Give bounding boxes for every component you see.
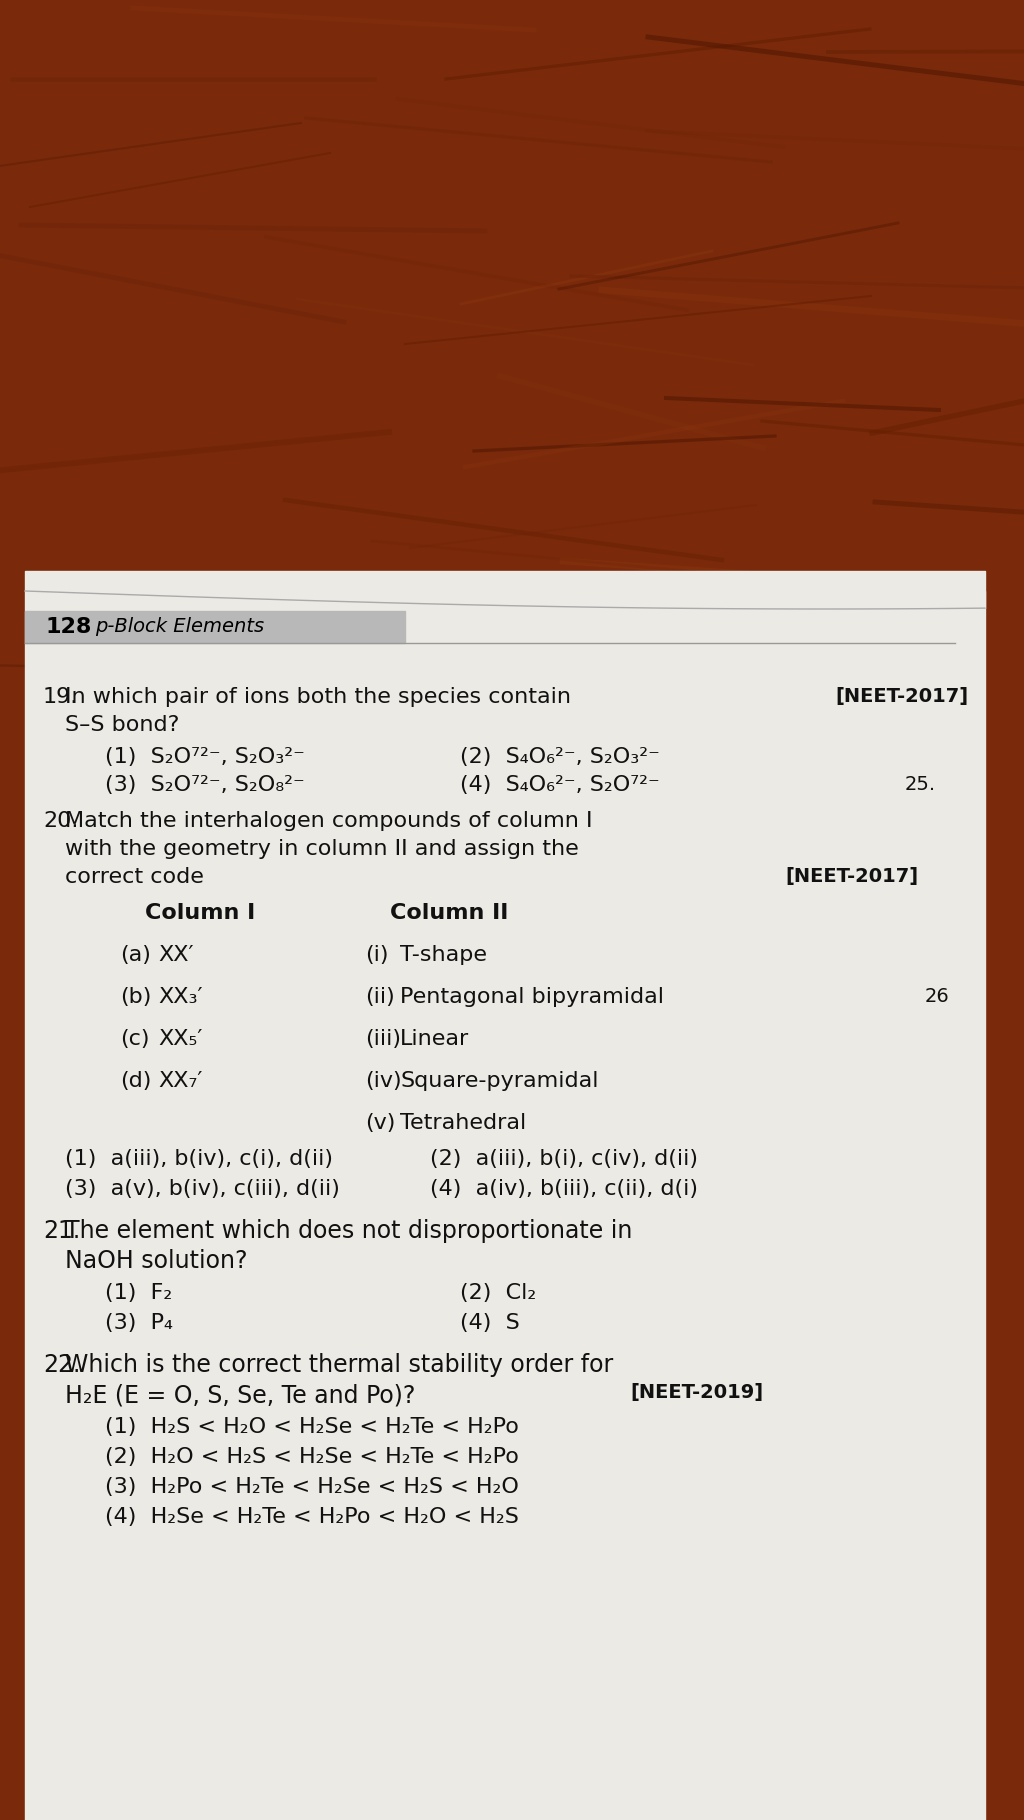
Text: (1)  F₂: (1) F₂ <box>105 1283 172 1303</box>
Text: (c): (c) <box>120 1028 150 1048</box>
Text: (ii): (ii) <box>365 986 394 1006</box>
Text: Column I: Column I <box>145 903 255 923</box>
Text: XX₇′: XX₇′ <box>158 1070 203 1090</box>
Bar <box>25 612 406 642</box>
Text: 20.: 20. <box>43 812 79 832</box>
Text: (1)  H₂S < H₂O < H₂Se < H₂Te < H₂Po: (1) H₂S < H₂O < H₂Se < H₂Te < H₂Po <box>105 1418 519 1438</box>
Text: (d): (d) <box>120 1070 152 1090</box>
Text: XX₃′: XX₃′ <box>158 986 203 1006</box>
Text: (1)  S₂O⁷²⁻, S₂O₃²⁻: (1) S₂O⁷²⁻, S₂O₃²⁻ <box>105 746 305 766</box>
Text: (4)  S₄O₆²⁻, S₂O⁷²⁻: (4) S₄O₆²⁻, S₂O⁷²⁻ <box>460 775 659 795</box>
Text: Square-pyramidal: Square-pyramidal <box>400 1070 598 1090</box>
Text: (2)  S₄O₆²⁻, S₂O₃²⁻: (2) S₄O₆²⁻, S₂O₃²⁻ <box>460 746 659 766</box>
Text: [NEET-2017]: [NEET-2017] <box>835 686 968 706</box>
Text: (2)  Cl₂: (2) Cl₂ <box>460 1283 537 1303</box>
Bar <box>25 592 985 1820</box>
Text: (2)  a(iii), b(i), c(iv), d(ii): (2) a(iii), b(i), c(iv), d(ii) <box>430 1148 698 1168</box>
Text: (4)  S: (4) S <box>460 1312 520 1332</box>
Text: XX′: XX′ <box>158 945 194 965</box>
Text: (3)  S₂O⁷²⁻, S₂O₈²⁻: (3) S₂O⁷²⁻, S₂O₈²⁻ <box>105 775 305 795</box>
Text: (i): (i) <box>365 945 388 965</box>
Text: 128: 128 <box>45 617 91 637</box>
Text: (a): (a) <box>120 945 151 965</box>
Text: T-shape: T-shape <box>400 945 487 965</box>
Text: (b): (b) <box>120 986 152 1006</box>
Text: (3)  a(v), b(iv), c(iii), d(ii): (3) a(v), b(iv), c(iii), d(ii) <box>65 1179 340 1199</box>
Text: 26: 26 <box>925 986 949 1006</box>
Text: 25.: 25. <box>905 775 936 794</box>
Text: (4)  H₂Se < H₂Te < H₂Po < H₂O < H₂S: (4) H₂Se < H₂Te < H₂Po < H₂O < H₂S <box>105 1507 519 1527</box>
Text: Pentagonal bipyramidal: Pentagonal bipyramidal <box>400 986 664 1006</box>
Text: (4)  a(iv), b(iii), c(ii), d(i): (4) a(iv), b(iii), c(ii), d(i) <box>430 1179 698 1199</box>
Text: correct code: correct code <box>65 866 204 886</box>
Text: p-Block Elements: p-Block Elements <box>95 617 264 637</box>
Text: 22.: 22. <box>43 1352 80 1378</box>
Text: (3)  H₂Po < H₂Te < H₂Se < H₂S < H₂O: (3) H₂Po < H₂Te < H₂Se < H₂S < H₂O <box>105 1478 519 1498</box>
Text: (iii): (iii) <box>365 1028 401 1048</box>
Text: In which pair of ions both the species contain: In which pair of ions both the species c… <box>65 686 571 706</box>
Text: 19.: 19. <box>43 686 78 706</box>
Text: (1)  a(iii), b(iv), c(i), d(ii): (1) a(iii), b(iv), c(i), d(ii) <box>65 1148 333 1168</box>
Text: 21.: 21. <box>43 1219 80 1243</box>
Text: Tetrahedral: Tetrahedral <box>400 1114 526 1134</box>
Text: Match the interhalogen compounds of column I: Match the interhalogen compounds of colu… <box>65 812 593 832</box>
Text: (v): (v) <box>365 1114 395 1134</box>
Text: XX₅′: XX₅′ <box>158 1028 203 1048</box>
Text: Linear: Linear <box>400 1028 469 1048</box>
Bar <box>0 0 1024 692</box>
Text: [NEET-2017]: [NEET-2017] <box>785 866 919 886</box>
Text: NaOH solution?: NaOH solution? <box>65 1249 248 1272</box>
Text: (3)  P₄: (3) P₄ <box>105 1312 173 1332</box>
Text: (2)  H₂O < H₂S < H₂Se < H₂Te < H₂Po: (2) H₂O < H₂S < H₂Se < H₂Te < H₂Po <box>105 1447 519 1467</box>
Text: H₂E (E = O, S, Se, Te and Po)?: H₂E (E = O, S, Se, Te and Po)? <box>65 1383 416 1407</box>
Text: S–S bond?: S–S bond? <box>65 715 179 735</box>
Text: Column II: Column II <box>390 903 508 923</box>
Text: with the geometry in column II and assign the: with the geometry in column II and assig… <box>65 839 579 859</box>
Text: (iv): (iv) <box>365 1070 401 1090</box>
Text: Which is the correct thermal stability order for: Which is the correct thermal stability o… <box>65 1352 613 1378</box>
Text: [NEET-2019]: [NEET-2019] <box>630 1383 763 1401</box>
Text: The element which does not disproportionate in: The element which does not disproportion… <box>65 1219 633 1243</box>
